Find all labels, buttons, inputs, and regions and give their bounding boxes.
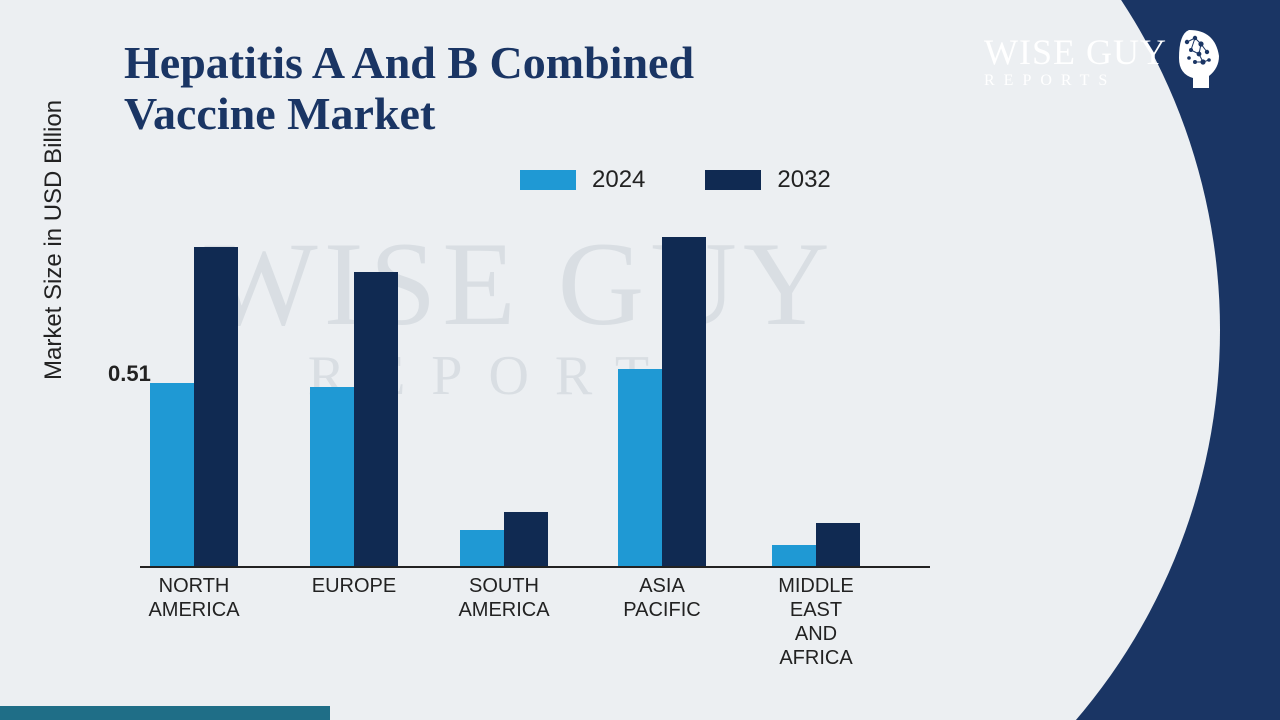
bar-2024 (618, 369, 662, 566)
bottom-accent-bar (0, 706, 330, 720)
legend: 2024 2032 (520, 166, 831, 194)
bar-chart: 0.51 NORTHAMERICAEUROPESOUTHAMERICAASIAP… (110, 210, 930, 568)
bar-2032 (504, 512, 548, 566)
category-label: ASIAPACIFIC (592, 574, 732, 622)
logo-head-icon (1169, 28, 1225, 95)
plot-area: 0.51 (140, 210, 930, 568)
legend-label-2032: 2032 (777, 166, 830, 194)
legend-item-2032: 2032 (705, 166, 830, 194)
category-label: EUROPE (284, 574, 424, 598)
canvas: WISE GUY REPORTS Hepatitis A And B Combi… (0, 0, 1280, 720)
legend-swatch-2032 (705, 170, 761, 190)
bar-2032 (662, 237, 706, 566)
brand-logo: WISE GUY REPORTS (984, 28, 1244, 95)
bar-2024 (460, 530, 504, 566)
bar-2032 (354, 272, 398, 566)
page-title: Hepatitis A And B Combined Vaccine Marke… (124, 38, 844, 139)
bar-2032 (816, 523, 860, 566)
legend-swatch-2024 (520, 170, 576, 190)
bar-2024 (772, 545, 816, 566)
bar-2024 (310, 387, 354, 566)
bar-2032 (194, 247, 238, 566)
legend-label-2024: 2024 (592, 166, 645, 194)
category-label: MIDDLEEASTANDAFRICA (746, 574, 886, 670)
category-label: NORTHAMERICA (124, 574, 264, 622)
logo-bottom-text: REPORTS (984, 72, 1167, 90)
bar-value-label: 0.51 (108, 361, 151, 387)
logo-top-text: WISE GUY (984, 34, 1167, 70)
bar-2024 (150, 383, 194, 566)
category-label: SOUTHAMERICA (434, 574, 574, 622)
legend-item-2024: 2024 (520, 166, 645, 194)
y-axis-label: Market Size in USD Billion (40, 100, 68, 380)
